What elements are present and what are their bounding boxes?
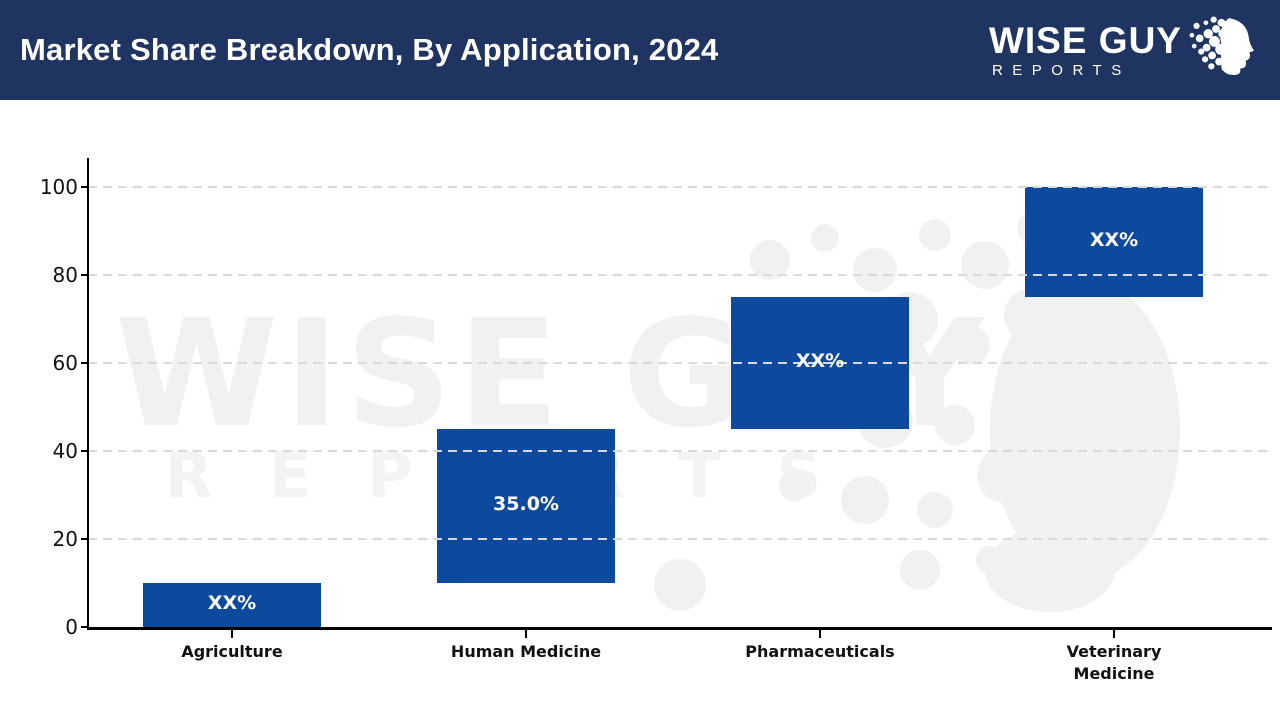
x-category-label: Veterinary Medicine (1066, 642, 1162, 683)
y-tick-label: 100 (39, 175, 78, 199)
logo-subtitle: REPORTS (991, 62, 1131, 79)
bar-agriculture (143, 583, 321, 627)
logo-name: WISE GUY (988, 20, 1182, 61)
y-tick-mark (81, 450, 88, 452)
y-axis-line (87, 158, 89, 629)
y-tick-mark (81, 538, 88, 540)
wiseguy-face-icon (1189, 16, 1255, 75)
x-category-label: Pharmaceuticals (745, 642, 895, 661)
logo-wordmark: WISE GUY REPORTS (989, 22, 1182, 78)
y-tick-label: 0 (65, 615, 78, 639)
gridline-100 (88, 186, 1272, 188)
y-tick-mark (81, 186, 88, 188)
x-axis-line (87, 627, 1272, 630)
gridline-80 (88, 274, 1272, 276)
y-tick-mark (81, 626, 88, 628)
bar-value-label: XX% (207, 592, 257, 614)
gridline-20 (88, 538, 1272, 540)
bar-value-label: XX% (795, 350, 845, 372)
bar-value-label: XX% (1089, 229, 1139, 251)
x-tick-mark (525, 630, 527, 638)
x-tick-mark (819, 630, 821, 638)
bar-value-label: 35.0% (493, 493, 559, 515)
y-tick-mark (81, 362, 88, 364)
x-category-label: Agriculture (181, 642, 283, 661)
y-tick-label: 20 (52, 527, 78, 551)
page-title: Market Share Breakdown, By Application, … (20, 32, 719, 67)
y-tick-label: 40 (52, 439, 78, 463)
bar-human-medicine (437, 429, 615, 583)
x-tick-mark (231, 630, 233, 638)
x-tick-mark (1113, 630, 1115, 638)
gridline-40 (88, 450, 1272, 452)
wiseguy-logo: WISE GUY REPORTS (989, 15, 1262, 85)
bar-veterinary-medicine (1025, 187, 1203, 297)
y-tick-label: 60 (52, 351, 78, 375)
header: Market Share Breakdown, By Application, … (0, 0, 1280, 100)
chart-canvas: WISE GUY REPORTS XX%35.0%XX%XX%020406080… (0, 100, 1280, 720)
y-tick-mark (81, 274, 88, 276)
x-category-label: Human Medicine (450, 642, 602, 661)
gridline-60 (88, 362, 1272, 364)
y-tick-label: 80 (52, 263, 78, 287)
